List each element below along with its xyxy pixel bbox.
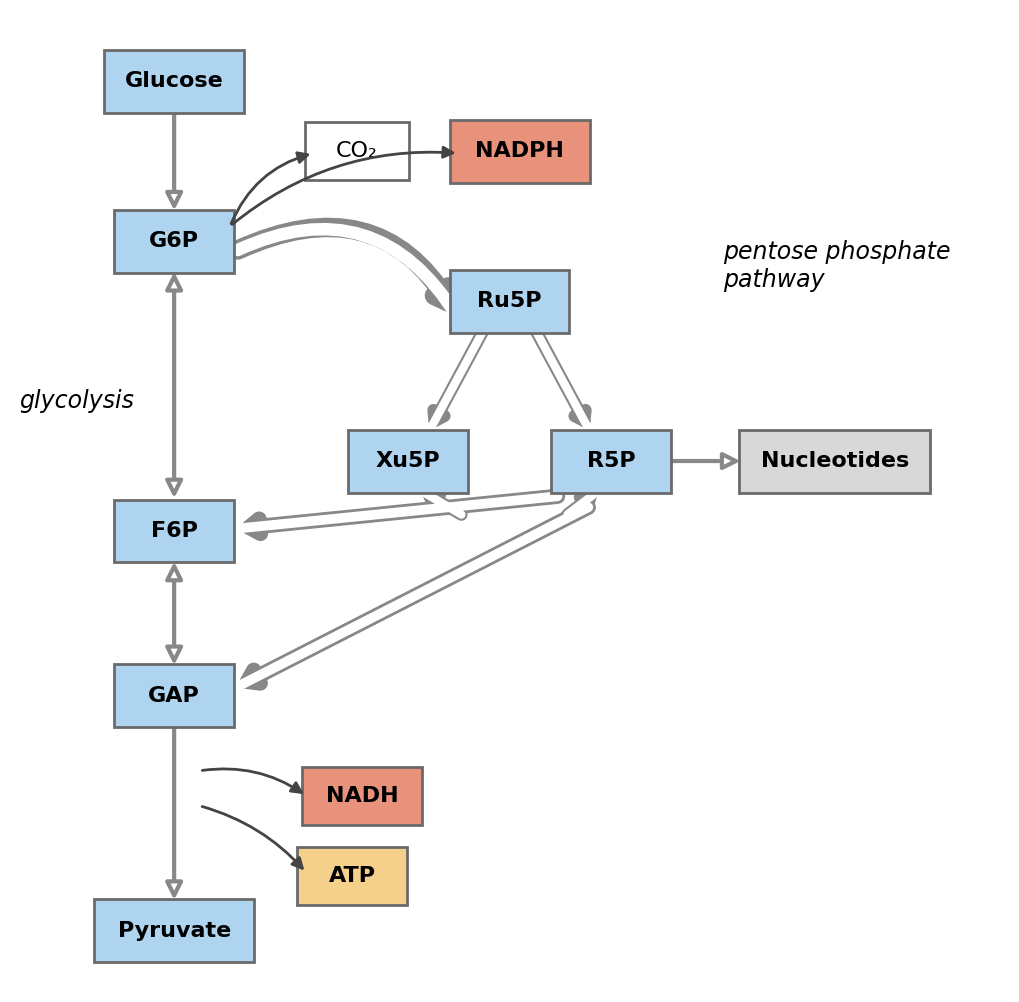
FancyBboxPatch shape: [739, 430, 930, 493]
Text: Nucleotides: Nucleotides: [760, 451, 909, 471]
FancyBboxPatch shape: [94, 899, 255, 962]
FancyArrowPatch shape: [430, 495, 462, 515]
FancyBboxPatch shape: [449, 270, 570, 333]
FancyArrowPatch shape: [248, 507, 588, 683]
FancyBboxPatch shape: [114, 664, 234, 727]
Text: pentose phosphate
pathway: pentose phosphate pathway: [722, 240, 951, 292]
Text: ATP: ATP: [328, 866, 375, 886]
FancyArrowPatch shape: [433, 332, 483, 421]
FancyBboxPatch shape: [114, 500, 234, 562]
FancyArrowPatch shape: [237, 227, 448, 302]
Text: Glucose: Glucose: [124, 71, 223, 91]
Text: Ru5P: Ru5P: [477, 292, 542, 312]
FancyBboxPatch shape: [114, 209, 234, 273]
Text: Pyruvate: Pyruvate: [117, 921, 230, 941]
Text: glycolysis: glycolysis: [19, 389, 135, 413]
Text: GAP: GAP: [149, 685, 200, 705]
Text: CO₂: CO₂: [336, 141, 378, 161]
FancyBboxPatch shape: [303, 767, 422, 825]
FancyBboxPatch shape: [347, 430, 468, 493]
FancyBboxPatch shape: [551, 430, 672, 493]
Text: Xu5P: Xu5P: [376, 451, 440, 471]
FancyBboxPatch shape: [305, 122, 410, 180]
Text: G6P: G6P: [149, 231, 199, 252]
FancyArrowPatch shape: [250, 496, 557, 533]
Text: NADPH: NADPH: [475, 141, 565, 161]
Text: F6P: F6P: [151, 521, 198, 541]
Text: NADH: NADH: [326, 786, 398, 806]
FancyBboxPatch shape: [298, 847, 407, 905]
FancyBboxPatch shape: [449, 120, 590, 182]
FancyBboxPatch shape: [104, 50, 245, 113]
FancyArrowPatch shape: [568, 497, 590, 514]
FancyArrowPatch shape: [536, 332, 586, 421]
Text: R5P: R5P: [587, 451, 636, 471]
